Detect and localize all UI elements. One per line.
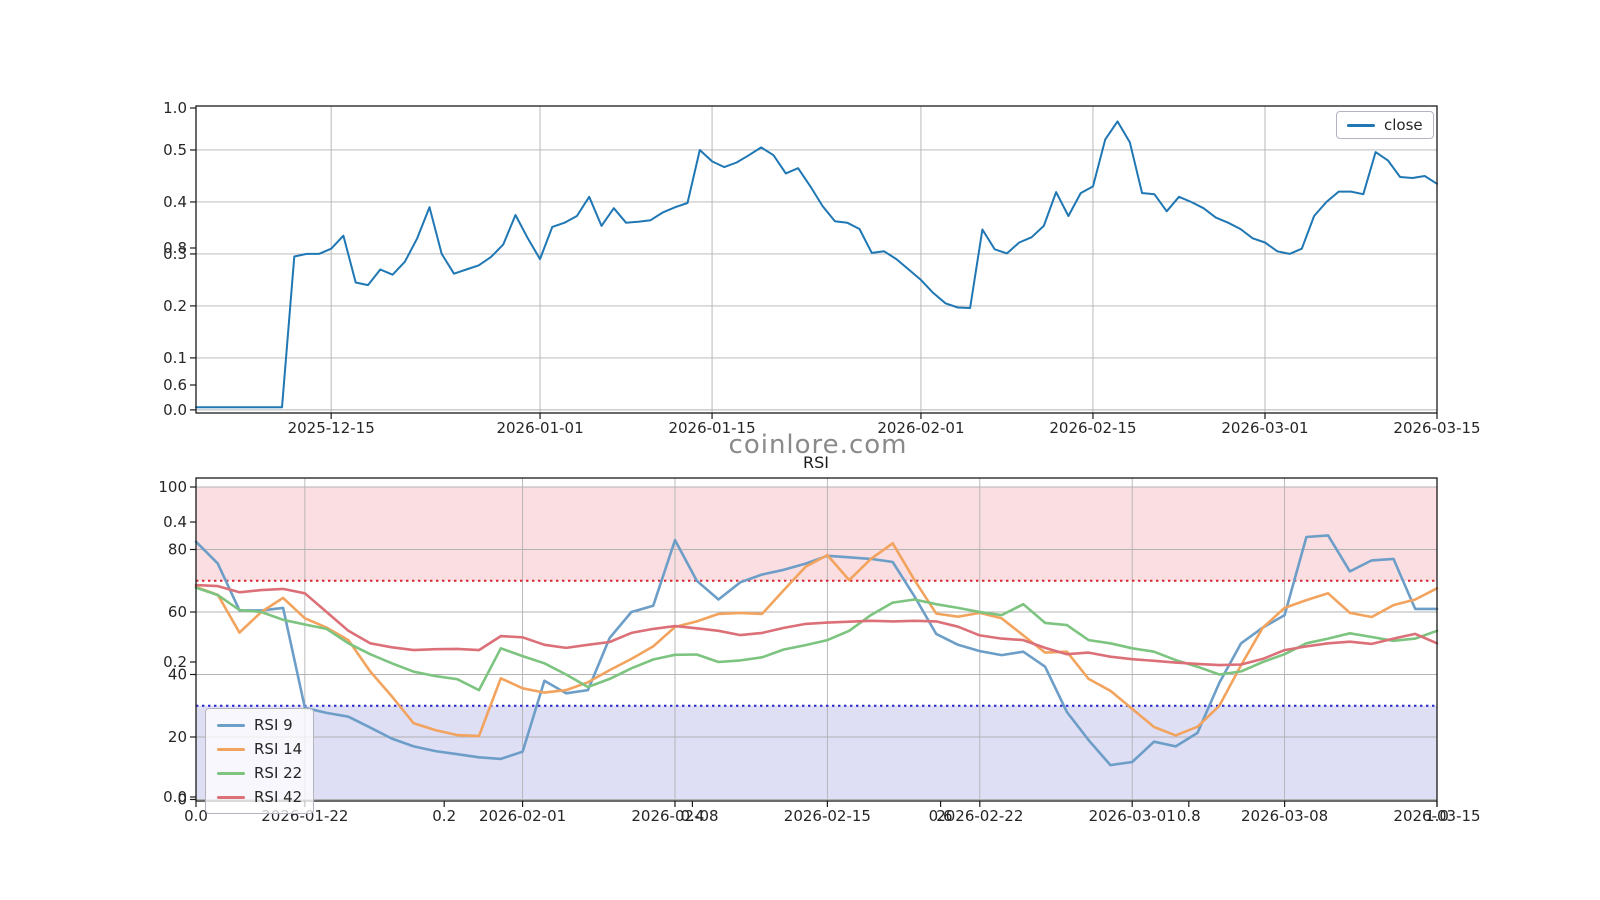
- tick-label: 1.0: [163, 99, 187, 117]
- tick-label: 0.8: [1177, 807, 1201, 825]
- tick-label: 100: [158, 478, 187, 496]
- rsi9-legend-label: RSI 9: [254, 716, 293, 734]
- rsi42-line-swatch: [217, 795, 245, 799]
- tick-label: 2026-02-15: [1049, 419, 1136, 437]
- tick-label: 2026-03-15: [1393, 807, 1480, 825]
- tick-label: 0.8: [163, 239, 187, 257]
- tick-label: 0.6: [929, 807, 953, 825]
- band-0-30: [196, 705, 1437, 800]
- tick-label: 2026-02-22: [936, 807, 1023, 825]
- tick-label: 2025-12-15: [288, 419, 375, 437]
- close-legend-label: close: [1384, 116, 1423, 134]
- tick-label: 0.4: [163, 193, 187, 211]
- series-line-rsi-42: [194, 583, 1439, 667]
- series-line-rsi-22: [194, 586, 1439, 692]
- tick-label: 2026-02-01: [479, 807, 566, 825]
- series-line-close: [195, 120, 1438, 409]
- price-legend: close: [1336, 111, 1434, 139]
- tick-label: 0.1: [163, 349, 187, 367]
- tick-label: 0.6: [163, 376, 187, 394]
- tick-label: 0.2: [432, 807, 456, 825]
- tick-label: 0.4: [680, 807, 704, 825]
- close-line-swatch: [1347, 123, 1375, 127]
- rsi-axes-frame: [195, 477, 1438, 802]
- watermark: coinlore.com: [728, 430, 908, 460]
- rsi-legend-row: RSI 42: [217, 788, 302, 806]
- tick-label: 2026-02-15: [784, 807, 871, 825]
- tick-label: 80: [168, 541, 187, 559]
- rsi-legend-row: RSI 22: [217, 764, 302, 782]
- tick-label: 0.2: [163, 297, 187, 315]
- tick-label: 2026-02-08: [631, 807, 718, 825]
- tick-label: 0.2: [163, 653, 187, 671]
- rsi22-legend-label: RSI 22: [254, 764, 303, 782]
- rsi42-legend-label: RSI 42: [254, 788, 303, 806]
- price-ticks: [190, 149, 1438, 419]
- tick-label: 1.0: [1425, 807, 1449, 825]
- rsi-legend-row: RSI 14: [217, 740, 302, 758]
- tick-label: 2026-01-01: [496, 419, 583, 437]
- tick-label: 2026-03-15: [1393, 419, 1480, 437]
- tick-label: 2026-01-15: [668, 419, 755, 437]
- rsi9-line-swatch: [217, 723, 245, 727]
- tick-label: 2026-03-08: [1241, 807, 1328, 825]
- tick-label: 0: [177, 791, 187, 809]
- rsi-legend-row: RSI 9: [217, 716, 302, 734]
- tick-label: 0.4: [163, 513, 187, 531]
- band-70-100: [196, 487, 1437, 581]
- rsi14-legend-label: RSI 14: [254, 740, 303, 758]
- tick-label: 60: [168, 603, 187, 621]
- tick-label: 0.3: [163, 245, 187, 263]
- tick-label: 0.0: [163, 788, 187, 806]
- rsi14-line-swatch: [217, 747, 245, 751]
- price-gridlines: [196, 106, 1437, 413]
- tick-label: 0.0: [163, 401, 187, 419]
- series-line-rsi-14: [194, 541, 1439, 738]
- ghost-axis-ticks: [190, 107, 1438, 807]
- tick-label: 2026-02-01: [877, 419, 964, 437]
- price-chart: 0.0 0.1 0.2 0.3 0.4 0.5 2025-12-15 2026-01-01 20…: [163, 105, 1481, 437]
- tick-label: 2026-03-01: [1221, 419, 1308, 437]
- tick-label: 0.0: [184, 807, 208, 825]
- tick-label: 0.5: [163, 141, 187, 159]
- tick-label: 40: [168, 666, 187, 684]
- ghost-axis-labels: 1.00.80.60.40.20.00.0 0.2 0.4 0.6 0.8 1.0: [163, 99, 1449, 825]
- rsi-gridlines: [196, 478, 1437, 801]
- rsi-legend: RSI 9 RSI 14 RSI 22 RSI 42: [205, 708, 315, 814]
- price-axes-frame: [195, 105, 1438, 414]
- rsi-chart-title: RSI: [803, 453, 829, 472]
- rsi22-line-swatch: [217, 771, 245, 775]
- tick-label: 20: [168, 728, 187, 746]
- tick-label: 2026-03-01: [1089, 807, 1176, 825]
